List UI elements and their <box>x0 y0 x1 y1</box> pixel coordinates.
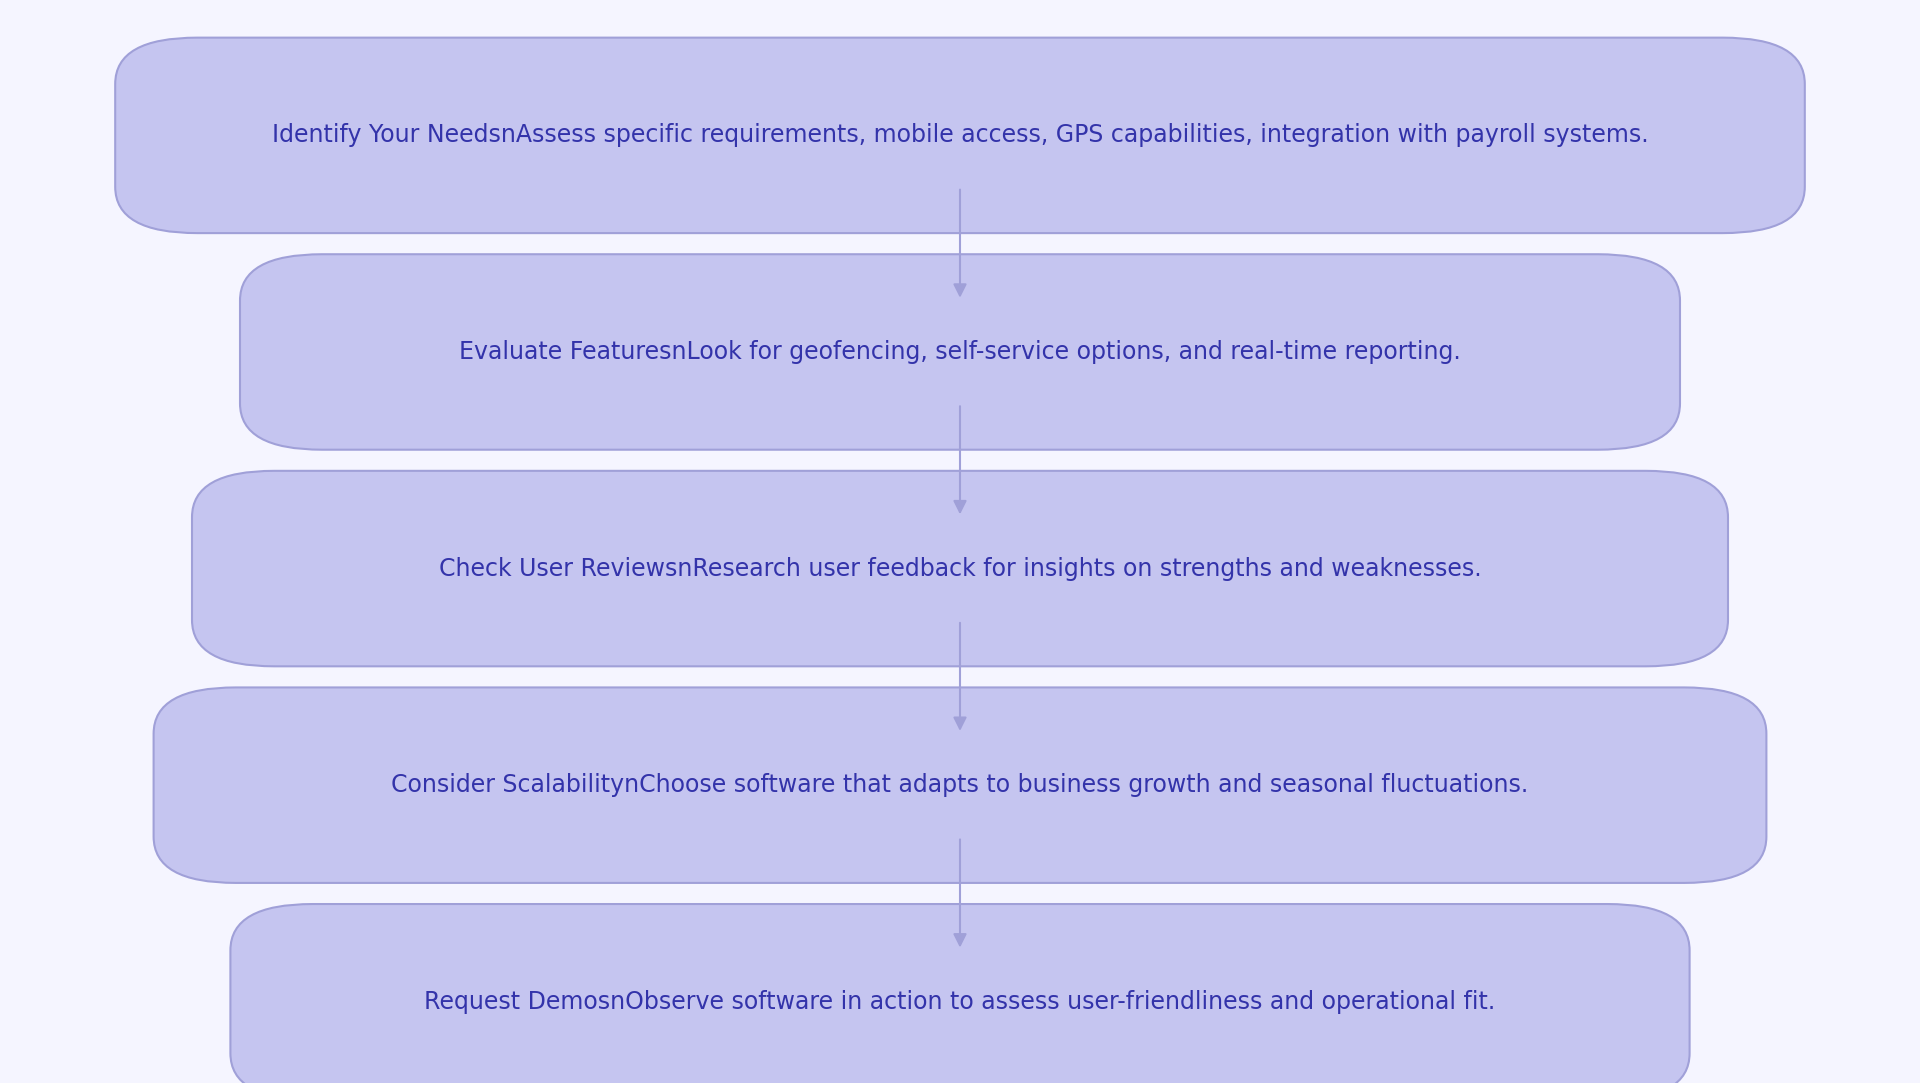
Text: Evaluate FeaturesnLook for geofencing, self-service options, and real-time repor: Evaluate FeaturesnLook for geofencing, s… <box>459 340 1461 364</box>
Text: Identify Your NeedsnAssess specific requirements, mobile access, GPS capabilitie: Identify Your NeedsnAssess specific requ… <box>273 123 1647 147</box>
Text: Consider ScalabilitynChoose software that adapts to business growth and seasonal: Consider ScalabilitynChoose software tha… <box>392 773 1528 797</box>
FancyBboxPatch shape <box>154 688 1766 883</box>
Text: Check User ReviewsnResearch user feedback for insights on strengths and weakness: Check User ReviewsnResearch user feedbac… <box>438 557 1482 580</box>
FancyBboxPatch shape <box>240 255 1680 449</box>
FancyBboxPatch shape <box>115 38 1805 233</box>
Text: Request DemosnObserve software in action to assess user-friendliness and operati: Request DemosnObserve software in action… <box>424 990 1496 1014</box>
FancyBboxPatch shape <box>230 904 1690 1083</box>
FancyBboxPatch shape <box>192 471 1728 666</box>
